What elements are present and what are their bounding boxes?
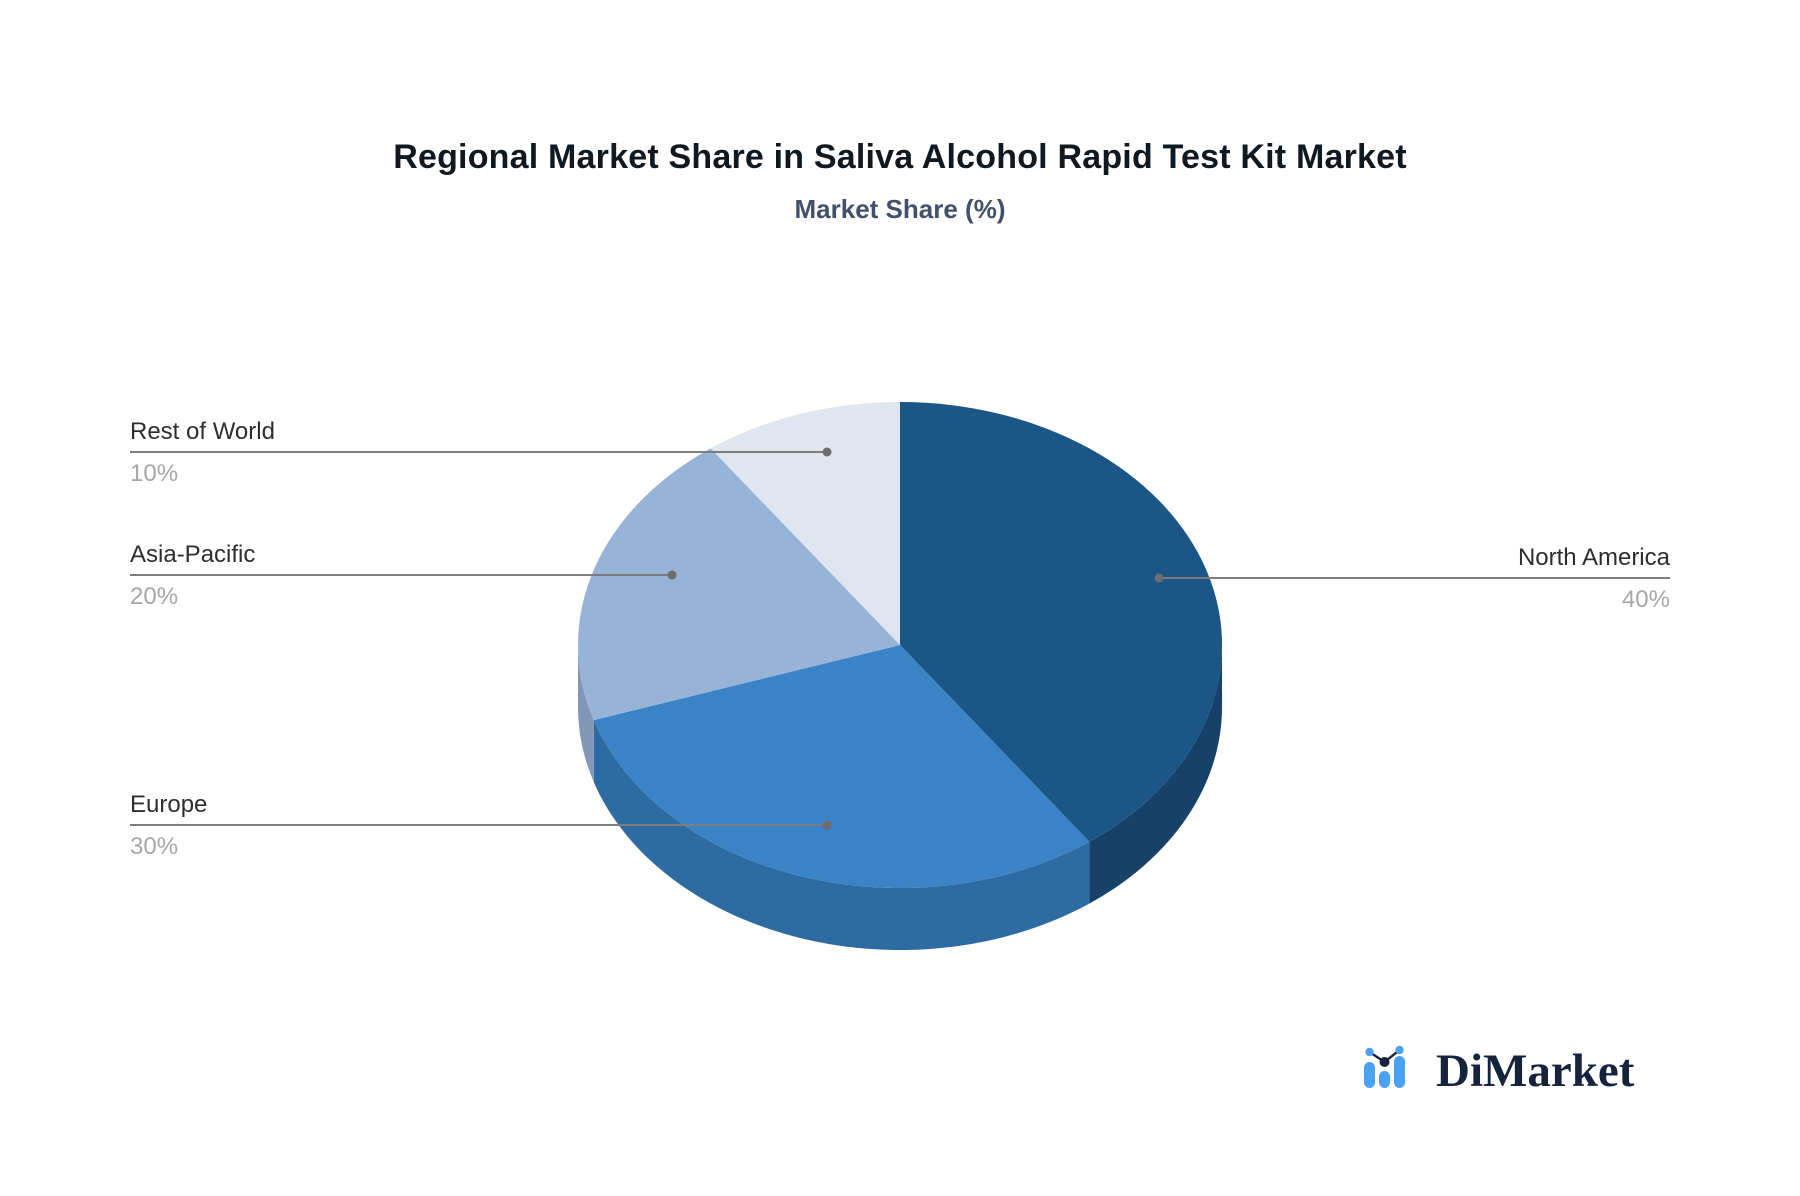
chart-subtitle: Market Share (%) [794,194,1006,224]
logo-bar-right [1394,1056,1405,1088]
label-europe-pct: 30% [130,833,179,860]
pie-slice-side-north-america [1089,645,1222,904]
pie-slice-asia-pacific[interactable] [578,448,900,721]
label-europe-name: Europe [130,791,208,818]
label-rest-of-world-pct: 10% [130,460,179,487]
label-asia-pacific-pct: 20% [130,583,179,610]
bar-chart-logo-icon [1364,1045,1405,1088]
pie-slice-europe[interactable] [593,645,1090,889]
label-north-america-pct: 40% [1621,586,1670,613]
logo-dot-left [1365,1047,1374,1057]
pie-slice-side-asia-pacific [578,645,594,783]
leader-dot-rest-of-world [822,447,832,457]
label-asia-pacific-name: Asia-Pacific [130,541,256,568]
pie-slice-rest-of-world[interactable] [710,402,900,645]
leader-dot-europe [822,820,832,830]
brand-name: DiMarket [1436,1045,1635,1097]
pie-slice-side-europe [593,720,1090,951]
leader-dot-asia-pacific [667,570,677,580]
page-title: Regional Market Share in Saliva Alcohol … [393,138,1407,176]
logo-bar-left [1364,1062,1375,1088]
label-north-america-name: North America [1517,544,1670,571]
label-rest-of-world-name: Rest of World [130,418,275,445]
leader-dot-north-america [1154,573,1164,583]
brand-logo: DiMarket [1360,1038,1634,1096]
logo-bar-middle [1379,1071,1390,1088]
logo-dot-right [1395,1045,1404,1055]
logo-dot-middle [1379,1057,1390,1067]
pie-slice-north-america[interactable] [900,402,1223,842]
